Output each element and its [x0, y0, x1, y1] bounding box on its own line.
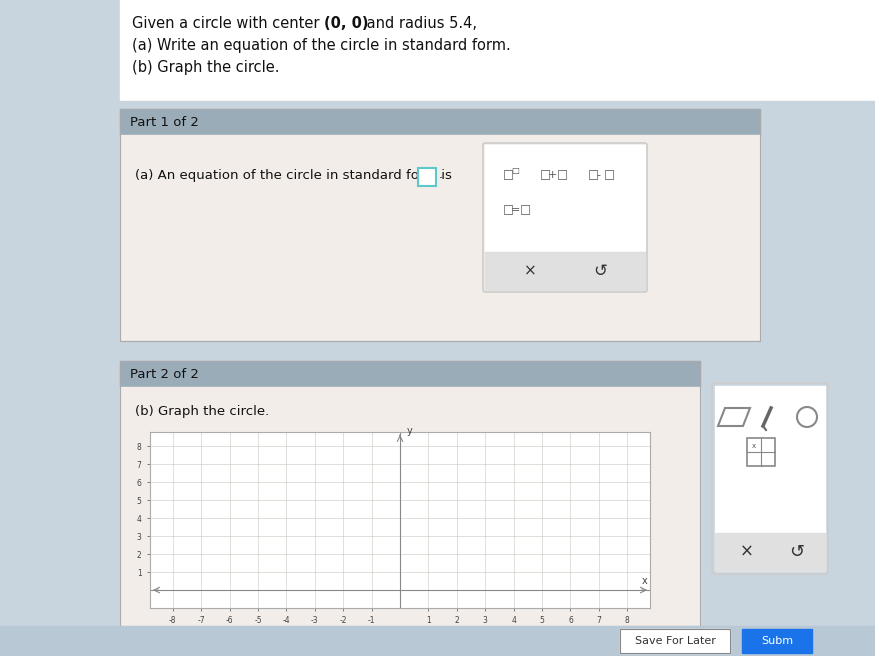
Bar [120, 361, 700, 387]
Bar [485, 252, 645, 290]
Text: =: = [511, 205, 521, 215]
Bar [620, 629, 730, 653]
Text: □: □ [503, 169, 514, 182]
Bar [120, 135, 760, 341]
Text: □: □ [588, 169, 599, 182]
Text: (0, 0): (0, 0) [324, 16, 368, 31]
Text: .: . [439, 169, 443, 182]
Bar [120, 0, 875, 101]
Text: x: x [752, 443, 756, 449]
Text: and radius 5.4,: and radius 5.4, [362, 16, 477, 31]
Bar [715, 386, 825, 571]
Text: ×: × [740, 543, 754, 561]
Text: □: □ [557, 169, 568, 182]
Text: ×: × [523, 264, 536, 279]
Text: □: □ [503, 203, 514, 216]
Text: x: x [641, 576, 648, 586]
Bar [120, 109, 760, 135]
Text: □: □ [520, 203, 531, 216]
Text: ↺: ↺ [593, 262, 607, 280]
Bar [120, 387, 700, 626]
Text: Part 2 of 2: Part 2 of 2 [130, 367, 199, 380]
Text: □: □ [511, 165, 519, 174]
Text: +: + [548, 170, 557, 180]
Text: (b) Graph the circle.: (b) Graph the circle. [132, 60, 279, 75]
Text: Subm: Subm [761, 636, 793, 646]
Text: ↺: ↺ [789, 543, 805, 561]
Text: Part 1 of 2: Part 1 of 2 [130, 115, 199, 129]
Bar [747, 438, 775, 466]
Bar [418, 168, 436, 186]
Text: Given a circle with center: Given a circle with center [132, 16, 324, 31]
Bar [742, 629, 812, 653]
Text: □: □ [540, 169, 551, 182]
Text: -: - [596, 170, 600, 180]
Bar [120, 341, 875, 361]
Bar [120, 361, 700, 626]
Bar [620, 629, 730, 653]
Bar [120, 101, 875, 109]
Bar [0, 626, 875, 656]
Text: y: y [407, 426, 413, 436]
Bar [120, 109, 760, 341]
Bar [485, 145, 645, 290]
Text: (a) Write an equation of the circle in standard form.: (a) Write an equation of the circle in s… [132, 38, 511, 53]
Text: □: □ [604, 169, 615, 182]
Text: (b) Graph the circle.: (b) Graph the circle. [135, 405, 270, 419]
Text: Save For Later: Save For Later [634, 636, 716, 646]
Bar [715, 533, 825, 571]
Text: (a) An equation of the circle in standard form is: (a) An equation of the circle in standar… [135, 169, 452, 182]
